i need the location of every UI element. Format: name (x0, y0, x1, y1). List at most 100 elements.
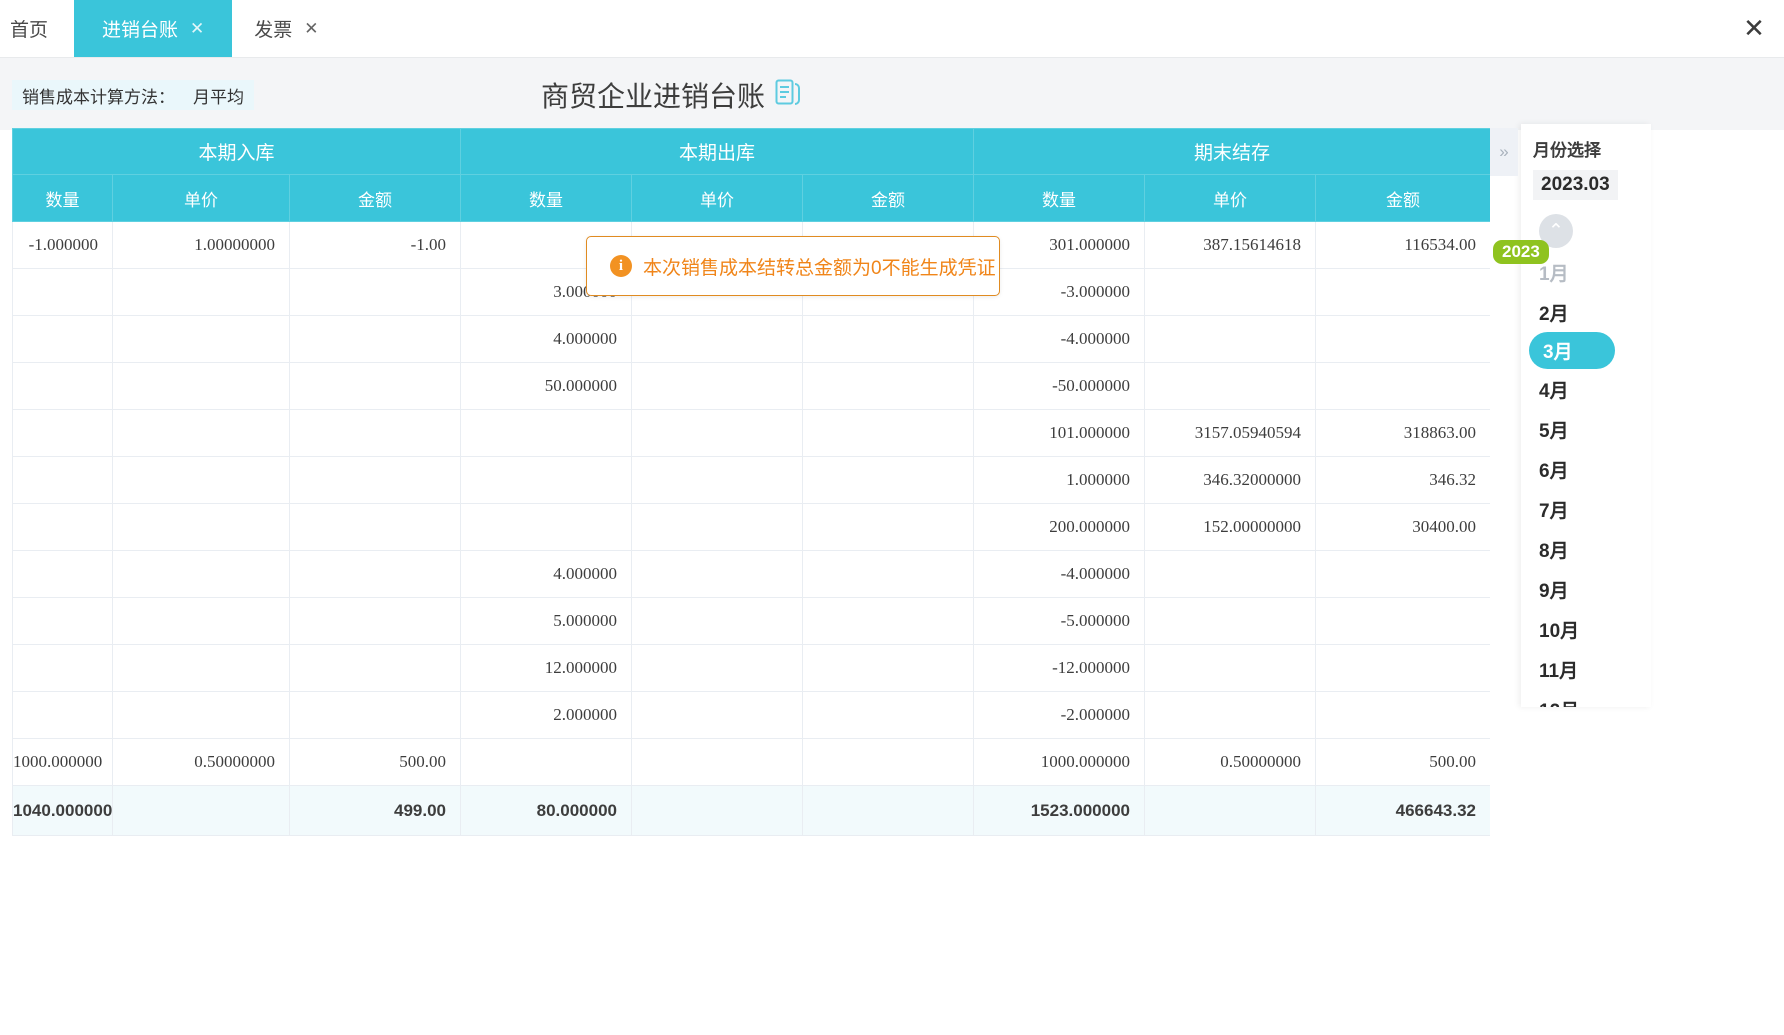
table-cell: -4.000000 (973, 550, 1145, 598)
month-item-2月[interactable]: 2月 (1539, 303, 1569, 325)
table-cell (631, 691, 803, 739)
table-total-cell: 1523.000000 (973, 785, 1145, 836)
sub-header-4[interactable]: 数量 (460, 174, 632, 222)
table-row[interactable]: 101.000000 3157.05940594 318863.00 (12, 409, 1490, 457)
table-cell (12, 268, 113, 316)
month-item-11月[interactable]: 11月 (1539, 660, 1579, 682)
table-row[interactable]: 200.000000 152.00000000 30400.00 (12, 503, 1490, 551)
table-cell (1144, 268, 1316, 316)
table-row[interactable]: 2.000000 -2.000000 (12, 691, 1490, 739)
table-cell: 152.00000000 (1144, 503, 1316, 551)
ledger-table-head: 本期入库 本期出库 期末结存 数量 数量 单价 金额 数量 单价 金额 数量 单… (12, 128, 1490, 222)
table-cell: 12.000000 (460, 644, 632, 692)
table-row[interactable]: 5.000000 -5.000000 (12, 597, 1490, 645)
table-cell: -4.000000 (973, 315, 1145, 363)
table-cell (12, 691, 113, 739)
month-item-5月[interactable]: 5月 (1539, 420, 1569, 442)
table-total-cell (112, 785, 290, 836)
year-badge: 2023 (1493, 240, 1549, 264)
table-cell (802, 691, 974, 739)
sub-header-1[interactable]: 数量 (12, 174, 113, 222)
table-row[interactable]: 50.000000 -50.000000 (12, 362, 1490, 410)
toast-notification: i 本次销售成本结转总金额为0不能生成凭证 (586, 236, 1000, 296)
table-row[interactable]: 4.000000 -4.000000 (12, 550, 1490, 598)
sub-header-9[interactable]: 金额 (1315, 174, 1490, 222)
month-item-4月[interactable]: 4月 (1539, 380, 1569, 402)
table-cell: -3.000000 (973, 268, 1145, 316)
table-cell (1315, 691, 1490, 739)
tab-close-icon[interactable]: ✕ (190, 19, 205, 38)
table-cell (289, 409, 461, 457)
table-cell: 30400.00 (1315, 503, 1490, 551)
table-cell (460, 503, 632, 551)
info-icon: i (610, 255, 632, 277)
table-cell (631, 456, 803, 504)
month-item-3月[interactable]: 3月 (1529, 332, 1615, 369)
table-cell (289, 691, 461, 739)
month-item-10月[interactable]: 10月 (1539, 620, 1580, 642)
table-cell (460, 456, 632, 504)
table-cell: 0.50000000 (112, 738, 290, 786)
table-cell: -1.00 (289, 221, 461, 269)
table-cell: -5.000000 (973, 597, 1145, 645)
month-item-8月[interactable]: 8月 (1539, 540, 1569, 562)
ledger-group-header-row: 本期入库 本期出库 期末结存 (12, 128, 1490, 175)
table-row[interactable]: 1000.000000 0.50000000 500.00 1000.000000 0.… (12, 738, 1490, 786)
table-row[interactable]: 1.000000 346.32000000 346.32 (12, 456, 1490, 504)
tab-jinxiao-taizhang[interactable]: 进销台账 ✕ (74, 0, 233, 57)
table-cell (1315, 550, 1490, 598)
sub-header-2[interactable]: 单价 (112, 174, 290, 222)
table-cell (12, 550, 113, 598)
ledger-table-container[interactable]: 本期入库 本期出库 期末结存 数量 数量 单价 金额 数量 单价 金额 数量 单… (12, 128, 1490, 838)
table-cell (112, 691, 290, 739)
table-cell (12, 409, 113, 457)
table-row[interactable]: 12.000000 -12.000000 (12, 644, 1490, 692)
month-item-1月[interactable]: 1月 (1539, 263, 1569, 285)
table-cell (802, 456, 974, 504)
table-cell (802, 550, 974, 598)
month-item-6月[interactable]: 6月 (1539, 460, 1569, 482)
table-cell (1144, 550, 1316, 598)
table-cell (12, 503, 113, 551)
table-cell (1315, 597, 1490, 645)
table-cell: 1.000000 (973, 456, 1145, 504)
table-total-cell (802, 785, 974, 836)
tab-bar: 首页 进销台账 ✕ 发票 ✕ ✕ (0, 0, 1784, 57)
tab-fapiao[interactable]: 发票 ✕ (232, 0, 340, 57)
sub-header-5[interactable]: 单价 (631, 174, 803, 222)
table-row[interactable]: 4.000000 -4.000000 (12, 315, 1490, 363)
sub-header-6[interactable]: 金额 (802, 174, 974, 222)
table-cell (1315, 315, 1490, 363)
sub-header-7[interactable]: 数量 (973, 174, 1145, 222)
document-icon[interactable] (775, 78, 801, 113)
table-cell (1315, 362, 1490, 410)
sub-header-3[interactable]: 金额 (289, 174, 461, 222)
table-cell (1144, 597, 1316, 645)
table-cell: 346.32000000 (1144, 456, 1316, 504)
table-cell (460, 409, 632, 457)
month-item-9月[interactable]: 9月 (1539, 580, 1569, 602)
table-cell (12, 362, 113, 410)
month-item-12月[interactable]: 12月 (1539, 689, 1651, 708)
sub-header-8[interactable]: 单价 (1144, 174, 1316, 222)
close-icon[interactable]: ✕ (1743, 13, 1765, 43)
table-cell: 116534.00 (1315, 221, 1490, 269)
table-cell (631, 503, 803, 551)
tab-home[interactable]: 首页 (0, 0, 74, 57)
panel-collapse-toggle[interactable]: » (1490, 128, 1518, 176)
table-cell (289, 503, 461, 551)
tab-bar-spacer (341, 0, 1724, 57)
tab-close-icon[interactable]: ✕ (304, 19, 319, 38)
table-cell: 500.00 (289, 738, 461, 786)
table-cell (12, 644, 113, 692)
table-cell (802, 503, 974, 551)
table-cell (460, 738, 632, 786)
table-cell: 500.00 (1315, 738, 1490, 786)
table-cell (631, 738, 803, 786)
table-cell: 0.50000000 (1144, 738, 1316, 786)
ledger-table-body: -1.000000 1.00000000 -1.00 301.000000 387.15… (12, 221, 1490, 836)
table-cell: -50.000000 (973, 362, 1145, 410)
table-cell (631, 644, 803, 692)
month-item-7月[interactable]: 7月 (1539, 500, 1569, 522)
table-cell (1144, 644, 1316, 692)
